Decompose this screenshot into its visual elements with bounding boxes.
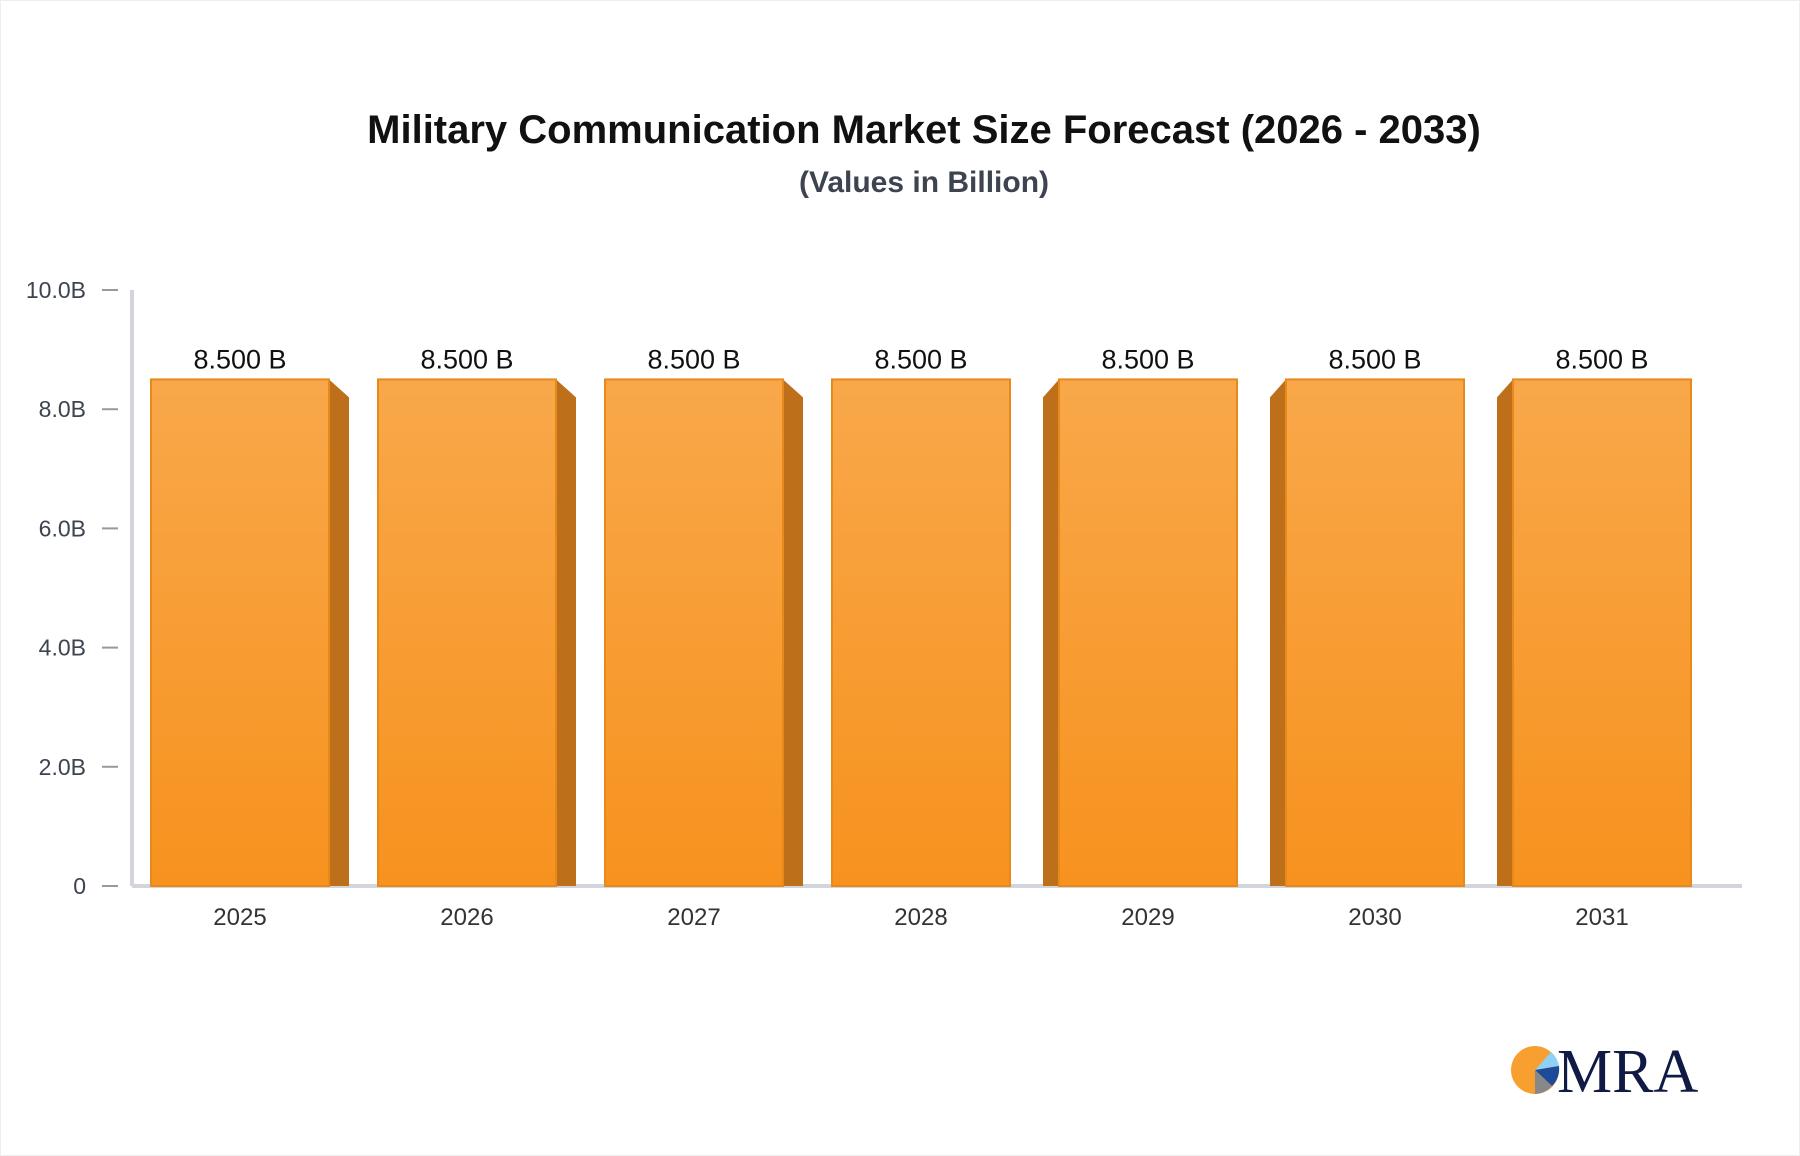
data-label: 8.500 B (193, 344, 286, 374)
y-tick-label: 10.0B (26, 277, 86, 303)
y-tick-label: 8.0B (39, 396, 86, 422)
bar (377, 378, 557, 887)
bar-side (1043, 379, 1059, 886)
mra-logo: MRA (1511, 1038, 1698, 1106)
chart-title: Military Communication Market Size Forec… (367, 108, 1481, 152)
bar (1285, 378, 1465, 887)
logo-text: MRA (1557, 1038, 1698, 1106)
bar-side (556, 379, 576, 886)
x-tick-label: 2029 (1121, 904, 1174, 931)
x-tick-label: 2030 (1348, 904, 1401, 931)
data-label: 8.500 B (647, 344, 740, 374)
x-tick-label: 2025 (213, 904, 266, 931)
data-label: 8.500 B (1101, 344, 1194, 374)
bar (831, 378, 1011, 887)
data-label: 8.500 B (1555, 344, 1648, 374)
y-tick-label: 0 (73, 873, 86, 899)
y-tick-label: 4.0B (39, 635, 86, 661)
data-label: 8.500 B (1328, 344, 1421, 374)
x-tick-label: 2028 (894, 904, 947, 931)
bar-side (1497, 379, 1513, 886)
y-tick-label: 2.0B (39, 754, 86, 780)
x-tick-label: 2031 (1575, 904, 1628, 931)
bar-side (783, 379, 803, 886)
bar (1512, 378, 1692, 887)
x-tick-label: 2026 (440, 904, 493, 931)
bar-side (329, 379, 349, 886)
data-label: 8.500 B (420, 344, 513, 374)
bar-side (1270, 379, 1286, 886)
x-tick-label: 2027 (667, 904, 720, 931)
bar (1058, 378, 1238, 887)
data-label: 8.500 B (874, 344, 967, 374)
y-tick-label: 6.0B (39, 515, 86, 541)
bar (604, 378, 784, 887)
chart-subtitle: (Values in Billion) (798, 166, 1050, 199)
bar (150, 378, 330, 887)
